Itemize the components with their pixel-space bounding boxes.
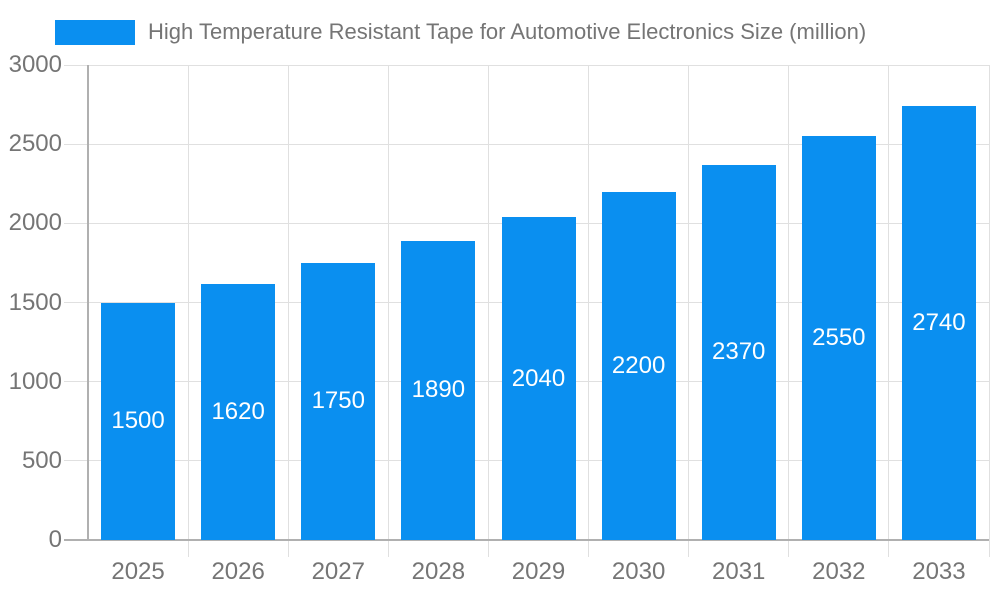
x-tick-label: 2026 (211, 558, 265, 585)
bar[interactable]: 2040 (501, 217, 576, 540)
bar-value-label: 2550 (812, 324, 866, 352)
chart-title: High Temperature Resistant Tape for Auto… (148, 19, 867, 44)
x-gridline (588, 65, 590, 557)
bar-value-label: 1750 (311, 387, 365, 415)
x-tick-label: 2031 (712, 558, 766, 585)
x-gridline (387, 65, 389, 557)
bar[interactable]: 2370 (701, 164, 776, 540)
y-tick-label: 2000 (8, 209, 62, 237)
x-tick-label: 2027 (311, 558, 365, 585)
legend-swatch[interactable] (55, 19, 135, 45)
bar[interactable]: 2740 (901, 106, 976, 540)
x-tick-label: 2032 (812, 558, 866, 585)
bar[interactable]: 1890 (401, 240, 476, 540)
y-tick-label: 500 (21, 446, 62, 474)
x-gridline (187, 65, 189, 557)
bar[interactable]: 1620 (201, 283, 276, 540)
y-tick-label: 0 (48, 526, 62, 553)
y-gridline (64, 143, 989, 145)
bar[interactable]: 2550 (801, 136, 876, 540)
x-gridline (788, 65, 790, 557)
x-gridline (888, 65, 890, 557)
bar[interactable]: 1750 (301, 262, 376, 540)
x-axis-line (64, 539, 989, 541)
y-gridline (64, 64, 989, 66)
x-gridline (688, 65, 690, 557)
x-tick-label: 2030 (611, 558, 666, 585)
bar-value-label: 2740 (912, 309, 966, 337)
bar-value-label: 1890 (411, 376, 466, 404)
legend: High Temperature Resistant Tape for Auto… (55, 17, 866, 47)
y-tick-label: 3000 (8, 51, 62, 78)
y-tick-label: 2500 (8, 130, 62, 158)
x-gridline (487, 65, 489, 557)
x-tick-label: 2025 (111, 558, 165, 585)
bar-value-label: 2200 (611, 351, 666, 379)
bar-value-label: 1500 (111, 407, 165, 435)
x-gridline (988, 65, 990, 557)
y-axis-line (87, 65, 89, 540)
bar-value-label: 2370 (712, 338, 766, 366)
bar[interactable]: 1500 (101, 302, 176, 540)
x-gridline (287, 65, 289, 557)
bar-value-label: 2040 (511, 364, 566, 392)
bar[interactable]: 2200 (601, 191, 676, 540)
x-tick-label: 2028 (411, 558, 466, 585)
x-tick-label: 2029 (511, 558, 566, 585)
y-tick-label: 1000 (8, 367, 62, 395)
x-tick-label: 2033 (912, 558, 966, 585)
y-tick-label: 1500 (8, 288, 62, 316)
bar-value-label: 1620 (211, 397, 265, 425)
